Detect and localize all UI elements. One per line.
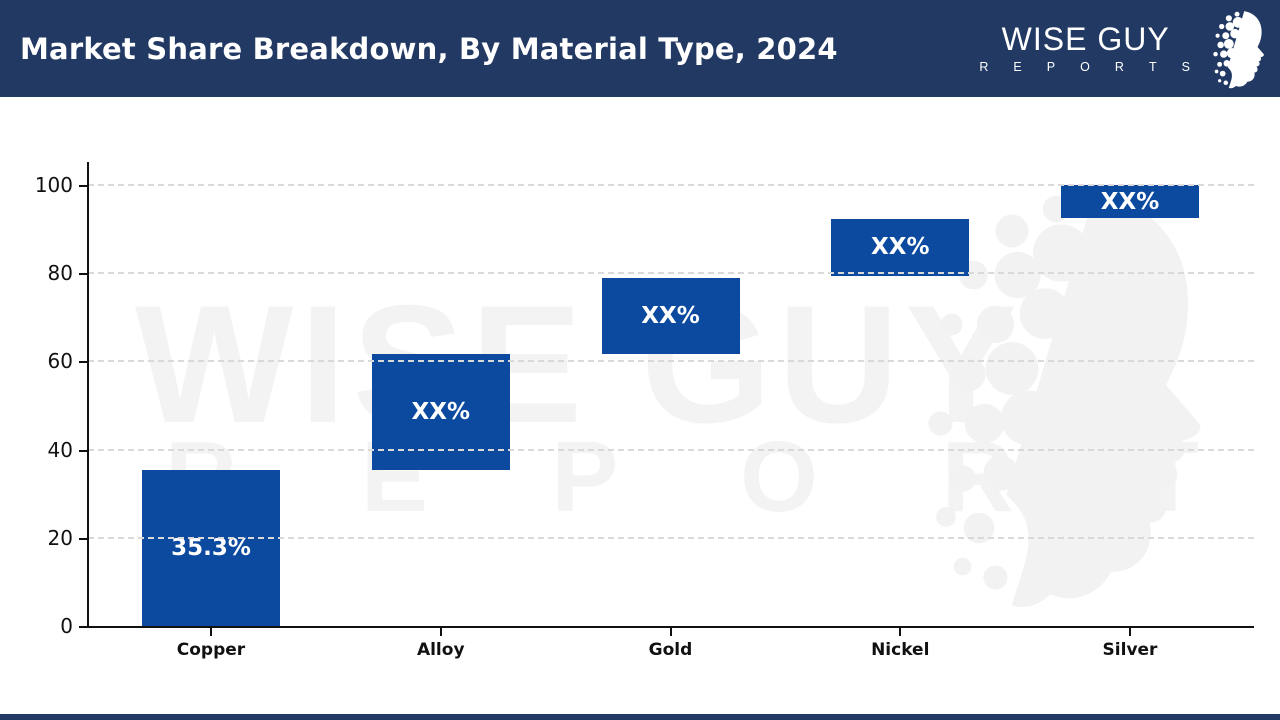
y-tick-mark-100 <box>79 185 87 187</box>
bar-value-label: 35.3% <box>171 535 251 562</box>
gridline-20 <box>88 536 1254 539</box>
gridline-60 <box>88 360 1254 363</box>
y-tick-mark-80 <box>79 273 87 276</box>
y-tick-label-80: 80 <box>47 261 73 286</box>
bar-gold: XX% <box>601 277 740 355</box>
y-tick-mark-0 <box>79 626 87 628</box>
y-tick-mark-40 <box>79 449 87 452</box>
bar-alloy: XX% <box>371 354 510 471</box>
x-tick-mark-copper <box>210 628 212 636</box>
gridline-80 <box>88 272 1254 275</box>
bar-value-label: XX% <box>411 399 470 426</box>
x-category-label-copper: Copper <box>176 640 246 660</box>
x-tick-mark-nickel <box>899 628 902 636</box>
y-tick-label-20: 20 <box>47 525 73 550</box>
header: Market Share Breakdown, By Material Type… <box>0 0 1280 97</box>
brand-name: WISE GUY <box>1001 21 1170 57</box>
x-category-label-gold: Gold <box>648 640 693 660</box>
brand-tagline: R E P O R T S <box>979 60 1202 74</box>
y-tick-label-60: 60 <box>47 349 73 374</box>
y-axis-line <box>87 162 89 628</box>
brand-text: WISE GUY R E P O R T S <box>969 23 1202 74</box>
footer-bar <box>0 714 1280 720</box>
x-axis-line <box>87 626 1254 628</box>
x-tick-mark-gold <box>669 628 672 636</box>
bar-value-label: XX% <box>870 234 930 261</box>
bar-value-label: XX% <box>1100 188 1160 215</box>
x-category-label-nickel: Nickel <box>871 640 930 660</box>
y-tick-label-100: 100 <box>34 173 73 197</box>
bar-value-label: XX% <box>641 302 700 329</box>
y-tick-label-40: 40 <box>47 437 73 462</box>
plot-area: 35.3% XX% XX% XX% XX% 0 20 40 60 80 100 Copper Alloy… <box>0 97 1280 714</box>
y-tick-mark-60 <box>79 361 87 364</box>
y-tick-label-0: 0 <box>60 614 73 638</box>
bar-copper: 35.3% <box>142 470 280 626</box>
brand-logo: WISE GUY R E P O R T S <box>969 6 1266 92</box>
x-tick-mark-alloy <box>439 628 442 636</box>
brand-head-icon <box>1213 10 1264 88</box>
gridline-40 <box>88 448 1254 451</box>
gridline-100 <box>88 184 1254 186</box>
x-tick-mark-silver <box>1129 628 1131 636</box>
bar-silver: XX% <box>1061 185 1199 219</box>
bar-nickel: XX% <box>831 218 970 276</box>
y-tick-mark-20 <box>79 537 87 540</box>
watermark-wordmark: WISE GUY <box>135 270 1024 458</box>
page-title: Market Share Breakdown, By Material Type… <box>20 31 838 66</box>
x-category-label-alloy: Alloy <box>416 640 465 660</box>
x-category-label-silver: Silver <box>1102 640 1158 660</box>
